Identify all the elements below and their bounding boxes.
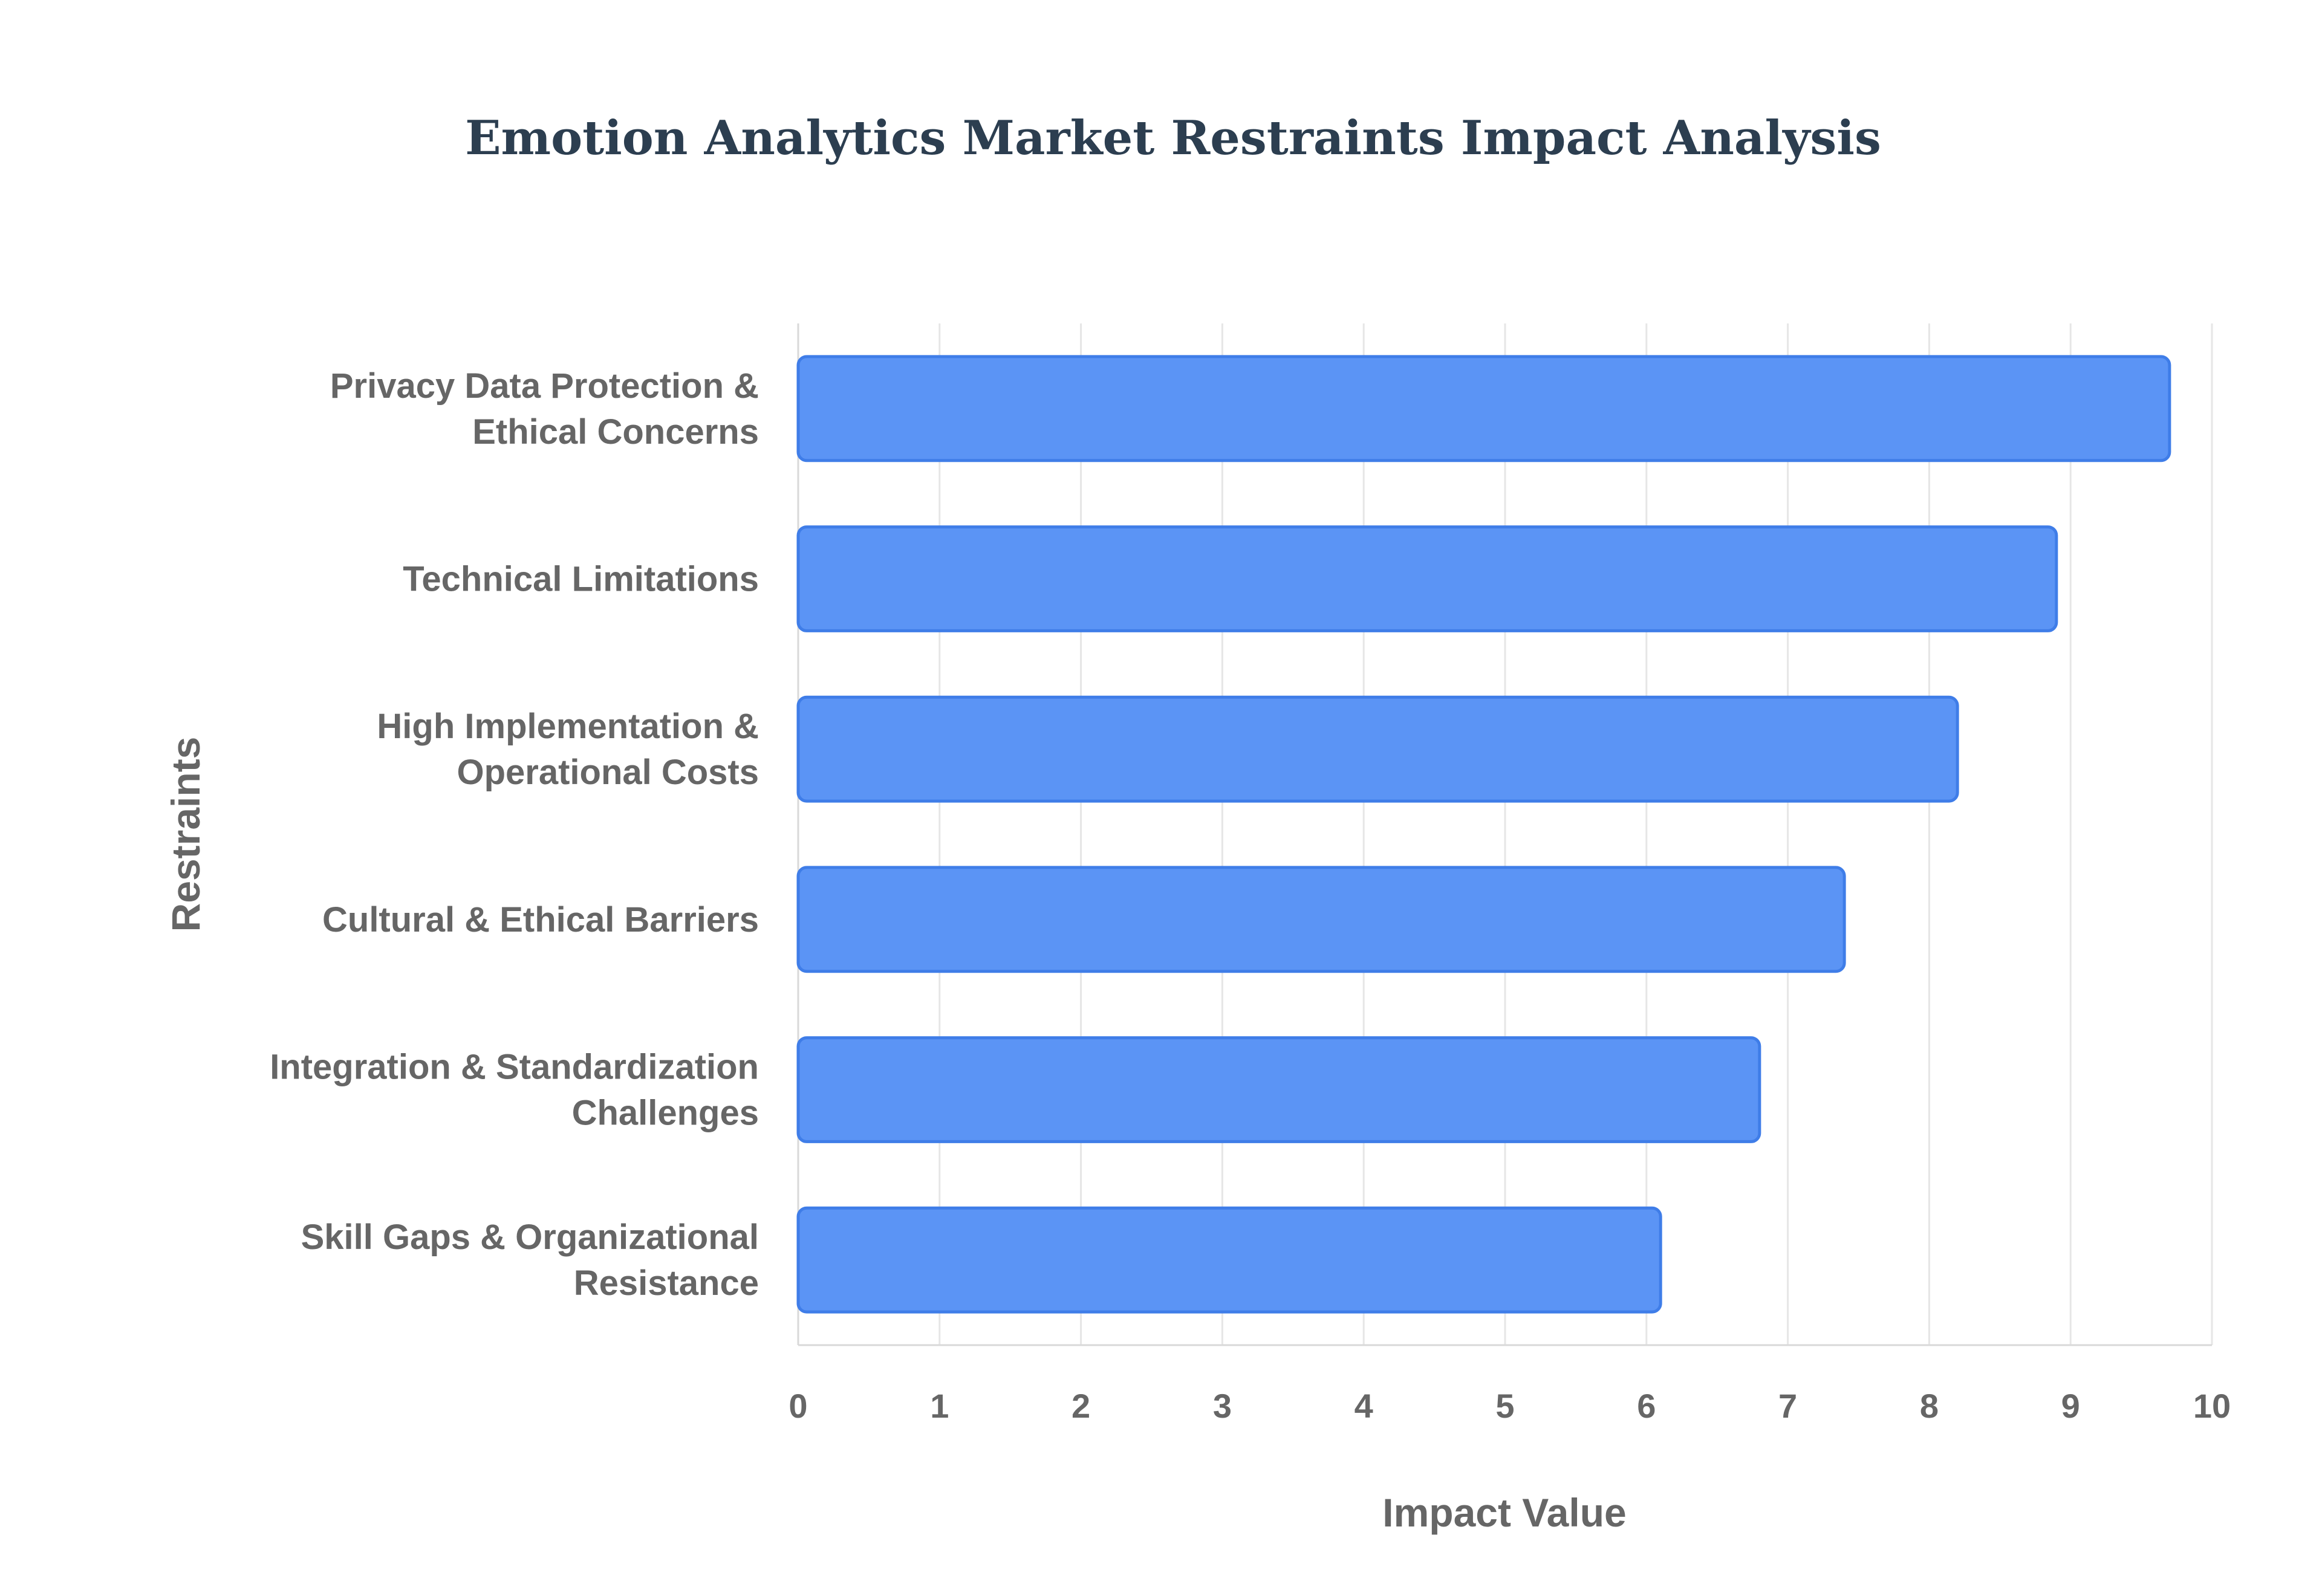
category-label-4: Cultural & Ethical Barriers (322, 900, 759, 939)
x-tick-label-3: 3 (1213, 1387, 1232, 1425)
x-tick-label-8: 8 (1920, 1387, 1939, 1425)
x-tick-label-1: 1 (930, 1387, 949, 1425)
bar-5 (796, 1036, 1761, 1143)
x-tick-label-9: 9 (2061, 1387, 2080, 1425)
x-tick-label-6: 6 (1637, 1387, 1656, 1425)
x-tick-label-5: 5 (1495, 1387, 1514, 1425)
y-axis-title: Restraints (163, 737, 208, 932)
x-tick-label-0: 0 (789, 1387, 807, 1425)
grid-lines (797, 323, 2213, 1346)
category-label-5: Integration & Standardization Challenges (270, 1048, 759, 1133)
category-labels: Privacy Data Protection & Ethical Concern… (270, 366, 759, 1303)
category-label-1: Privacy Data Protection & Ethical Concern… (330, 366, 759, 452)
x-tick-label-7: 7 (1778, 1387, 1797, 1425)
bars (796, 355, 2171, 1314)
bar-4 (796, 866, 1846, 973)
category-label-6: Skill Gaps & Organizational Resistance (301, 1218, 759, 1303)
category-label-3: High Implementation & Operational Costs (377, 707, 759, 792)
bar-2 (796, 525, 2058, 632)
bar-3 (796, 695, 1959, 803)
chart-title: Emotion Analytics Market Restraints Impa… (465, 111, 1881, 166)
category-label-2: Technical Limitations (403, 560, 759, 599)
bar-6 (796, 1206, 1662, 1314)
x-tick-label-2: 2 (1072, 1387, 1090, 1425)
x-axis-title: Impact Value (1382, 1490, 1627, 1535)
bar-1 (796, 355, 2171, 462)
x-tick-labels: 0 1 2 3 4 5 6 7 8 9 10 (789, 1387, 2231, 1425)
x-tick-label-10: 10 (2193, 1387, 2231, 1425)
x-tick-label-4: 4 (1354, 1387, 1373, 1425)
